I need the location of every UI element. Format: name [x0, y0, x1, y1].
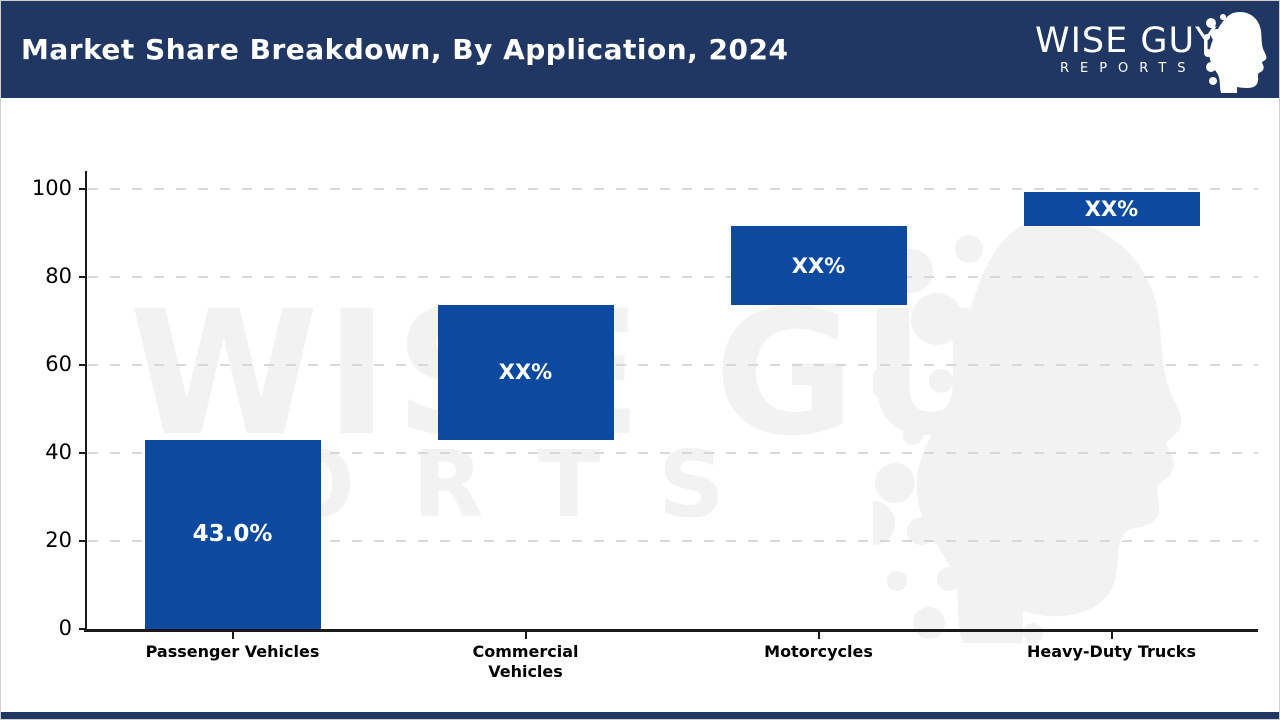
y-tick-mark: [79, 539, 86, 542]
brand-logo: WISE GUY REPORTS: [1017, 7, 1267, 95]
y-tick-label: 100: [31, 175, 72, 200]
x-axis-spine: [84, 629, 1258, 632]
page-title: Market Share Breakdown, By Application, …: [21, 33, 789, 66]
header-bar: Market Share Breakdown, By Application, …: [1, 1, 1279, 98]
bar-segment: XX%: [730, 226, 907, 306]
gridline-60: [88, 363, 1258, 366]
bar-segment: XX%: [1023, 191, 1200, 227]
brand-logo-line2: REPORTS: [1059, 61, 1197, 76]
bar-value-label: XX%: [791, 253, 846, 278]
footer-bar: [1, 712, 1279, 719]
y-tick-label: 60: [45, 351, 72, 376]
bar-value-label: 43.0%: [192, 521, 273, 548]
x-tick-mark: [1110, 632, 1113, 639]
gridline-100: [88, 187, 1258, 190]
bar-value-label: XX%: [498, 360, 553, 385]
x-tick-mark: [817, 632, 820, 639]
y-tick-mark: [79, 628, 86, 630]
brand-logo-line1: WISE GUY: [1035, 21, 1218, 61]
y-tick-mark: [79, 451, 86, 454]
bar-value-label: XX%: [1084, 196, 1139, 221]
x-tick-mark: [231, 632, 234, 639]
x-tick-mark: [524, 632, 527, 639]
x-category-label: Motorcycles: [764, 642, 873, 661]
y-tick-label: 20: [45, 527, 72, 552]
bar-segment: 43.0%: [144, 439, 321, 629]
y-tick-mark: [79, 187, 86, 190]
gridline-20: [88, 539, 1258, 542]
y-tick-mark: [79, 363, 86, 366]
gridline-80: [88, 275, 1258, 278]
x-category-label: Commercial Vehicles: [472, 642, 579, 681]
y-tick-label: 0: [58, 616, 72, 640]
x-category-label: Heavy-Duty Trucks: [1027, 642, 1196, 661]
y-axis-spine: [85, 171, 87, 632]
y-tick-label: 80: [45, 263, 72, 288]
y-tick-mark: [79, 275, 86, 278]
brand-logo-head-icon: [1204, 12, 1267, 93]
y-tick-label: 40: [45, 439, 72, 464]
gridline-40: [88, 451, 1258, 454]
x-category-label: Passenger Vehicles: [145, 642, 320, 661]
brand-logo-text: WISE GUY REPORTS: [1035, 23, 1218, 76]
bar-segment: XX%: [437, 305, 614, 440]
